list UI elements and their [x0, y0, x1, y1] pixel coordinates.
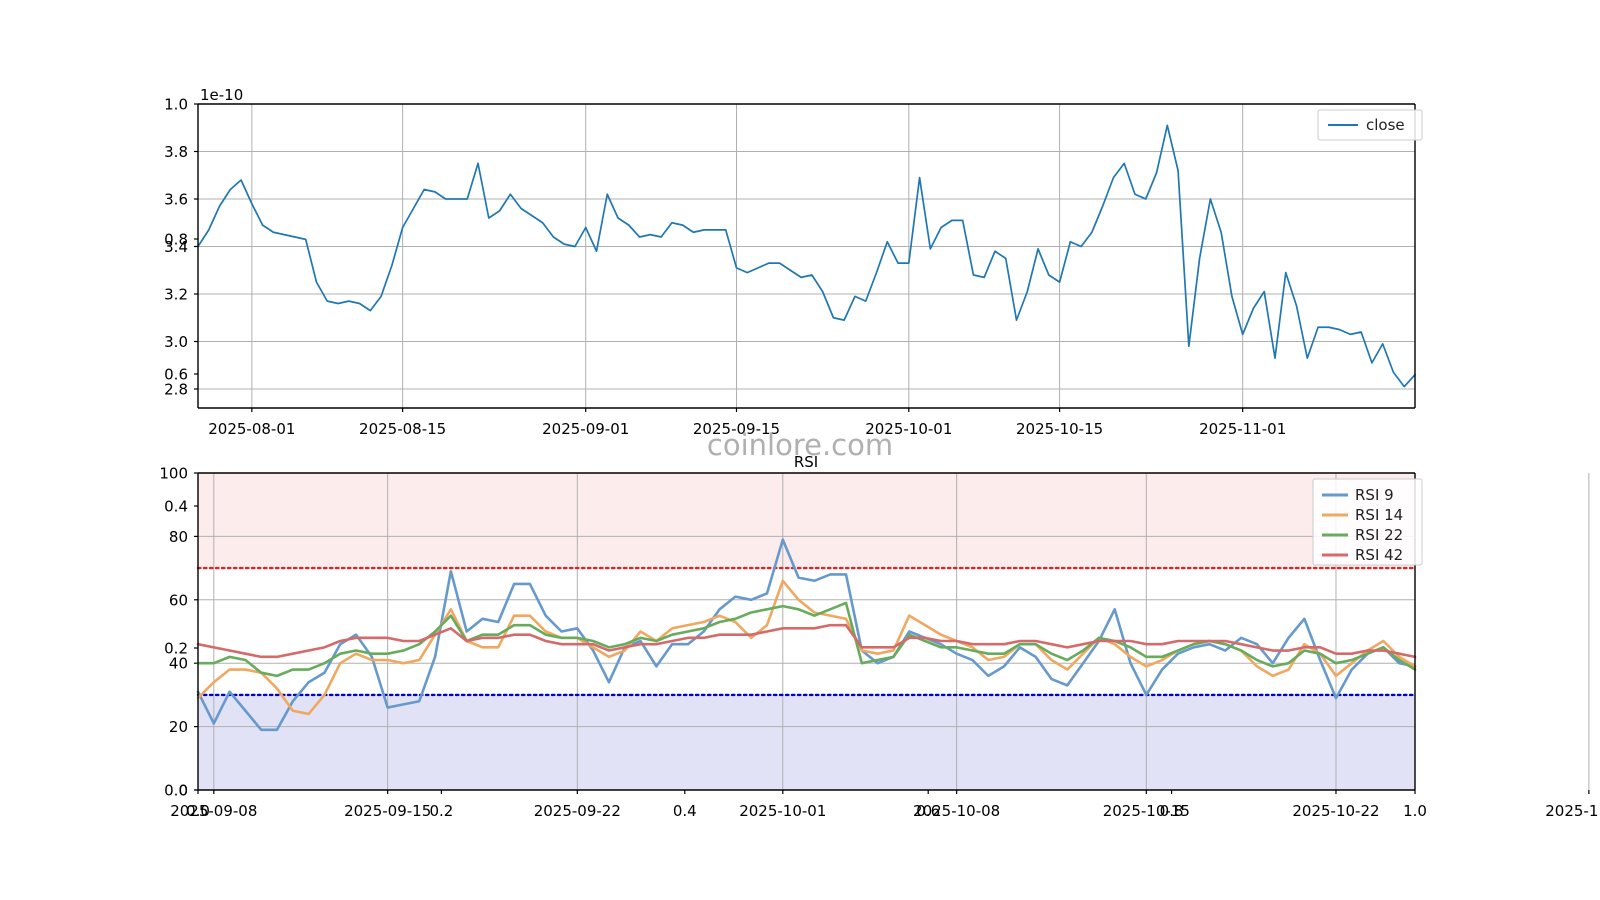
rsi-y-tick-label-secondary: 0.2 — [164, 640, 188, 658]
rsi-x-tick-label-secondary: 0.0 — [186, 802, 210, 820]
price-legend-box — [1317, 109, 1423, 141]
rsi-legend-box — [1312, 478, 1423, 566]
price-x-tick-label: 2025-11-01 — [1199, 420, 1286, 438]
price-series-group — [197, 124, 1416, 388]
rsi-x-tick-label: 2025-10-15 — [1103, 802, 1190, 820]
price-y-tick-label-secondary: 1.0 — [164, 96, 188, 114]
rsi-x-tick-labels-secondary: 0.0 0.2 0.4 0.6 0.8 1.0 — [186, 790, 1427, 820]
rsi-x-tick-label: 2025-10-22 — [1292, 802, 1379, 820]
rsi-x-tick-label: 2025-10-08 — [913, 802, 1000, 820]
rsi-x-tick-label-secondary: 0.8 — [1160, 802, 1184, 820]
price-x-tick-label: 2025-08-15 — [359, 420, 446, 438]
price-y-tick-label: 2.8 — [164, 381, 188, 399]
price-panel: 3.83.63.43.23.02.8 1.00.80.6 2025-08-01 2… — [164, 86, 1423, 438]
rsi-y-tick-label-secondary: 0.4 — [164, 498, 188, 516]
rsi-axes-spines — [197, 472, 1416, 791]
price-x-tick-label: 2025-10-01 — [865, 420, 952, 438]
price-axes-spines — [197, 103, 1416, 409]
rsi-threshold-bands — [198, 473, 1415, 790]
rsi-legend-label-rsi-9: RSI 9 — [1355, 486, 1394, 504]
watermark: coinlore.com — [707, 428, 893, 462]
rsi-x-tick-label-secondary: 0.2 — [429, 802, 453, 820]
rsi-y-tick-label-secondary: 0.0 — [164, 782, 188, 800]
price-x-tick-labels: 2025-08-01 2025-08-15 2025-09-01 2025-09-15… — [208, 408, 1286, 438]
price-close-line — [197, 124, 1416, 388]
price-y-tick-label: 3.0 — [164, 333, 188, 351]
price-legend[interactable]: close — [1317, 109, 1423, 141]
rsi-x-tick-label-secondary: 1.0 — [1403, 802, 1427, 820]
rsi-series-group — [196, 538, 1417, 732]
price-y-tick-labels-secondary: 1.0 0.8 0.6 — [164, 96, 198, 384]
rsi-title: RSI — [794, 453, 818, 471]
price-x-tick-label: 2025-08-01 — [208, 420, 295, 438]
rsi-x-tick-label-secondary: 0.6 — [916, 802, 940, 820]
rsi-line-rsi-9 — [196, 538, 1417, 732]
price-y-tick-label: 3.2 — [164, 286, 188, 304]
price-y-tick-label: 3.4 — [164, 238, 188, 256]
rsi-x-tick-label: 2025-11-01 — [1545, 802, 1600, 820]
rsi-x-tick-label-secondary: 0.4 — [673, 802, 697, 820]
rsi-y-tick-label: 60 — [169, 591, 188, 609]
rsi-legend-label-rsi-14: RSI 14 — [1355, 506, 1403, 524]
rsi-band — [198, 694, 1415, 790]
rsi-y-tick-labels: 0 20 40 60 80 100 — [159, 465, 198, 800]
price-plot-background — [198, 104, 1415, 408]
price-y-tick-labels: 3.8 3.6 3.4 3.2 3.0 2.8 — [164, 143, 198, 399]
price-y-tick-label: 3.8 — [164, 143, 188, 161]
rsi-line-rsi-42 — [196, 623, 1417, 659]
price-y-tick-label: 3.6 — [164, 191, 188, 209]
rsi-y-tick-label: 20 — [169, 718, 188, 736]
price-y-tick-label-secondary: 0.8 — [164, 231, 188, 249]
price-y-tick-label-secondary: 0.6 — [164, 366, 188, 384]
price-x-tick-label: 2025-10-15 — [1016, 420, 1103, 438]
rsi-legend-label-rsi-22: RSI 22 — [1355, 526, 1403, 544]
rsi-x-tick-labels: 2025-09-08 2025-09-15 2025-09-22 2025-10-01… — [170, 790, 1600, 820]
rsi-x-tick-label: 2025-09-15 — [344, 802, 431, 820]
rsi-legend[interactable]: RSI 9 RSI 14 RSI 22 RSI 42 — [1312, 478, 1423, 566]
price-x-tick-label: 2025-09-01 — [542, 420, 629, 438]
rsi-x-tick-label: 2025-09-22 — [534, 802, 621, 820]
rsi-y-tick-label: 80 — [169, 528, 188, 546]
rsi-legend-label-rsi-42: RSI 42 — [1355, 546, 1403, 564]
price-x-tick-label: 2025-09-15 — [693, 420, 780, 438]
rsi-x-tick-label: 2025-09-08 — [170, 802, 257, 820]
rsi-band — [198, 473, 1415, 569]
price-y-offset-label: 1e-10 — [200, 86, 243, 104]
price-gridlines — [198, 104, 1415, 408]
rsi-x-tick-label: 2025-10-01 — [739, 802, 826, 820]
rsi-y-tick-label: 40 — [169, 655, 188, 673]
price-legend-label-close: close — [1366, 116, 1405, 134]
rsi-threshold-lines — [196, 566, 1417, 697]
rsi-y-tick-label: 0 — [178, 782, 188, 800]
rsi-y-tick-label: 100 — [159, 465, 188, 483]
rsi-y-tick-labels-secondary: 0.0 0.2 0.4 — [164, 498, 198, 800]
